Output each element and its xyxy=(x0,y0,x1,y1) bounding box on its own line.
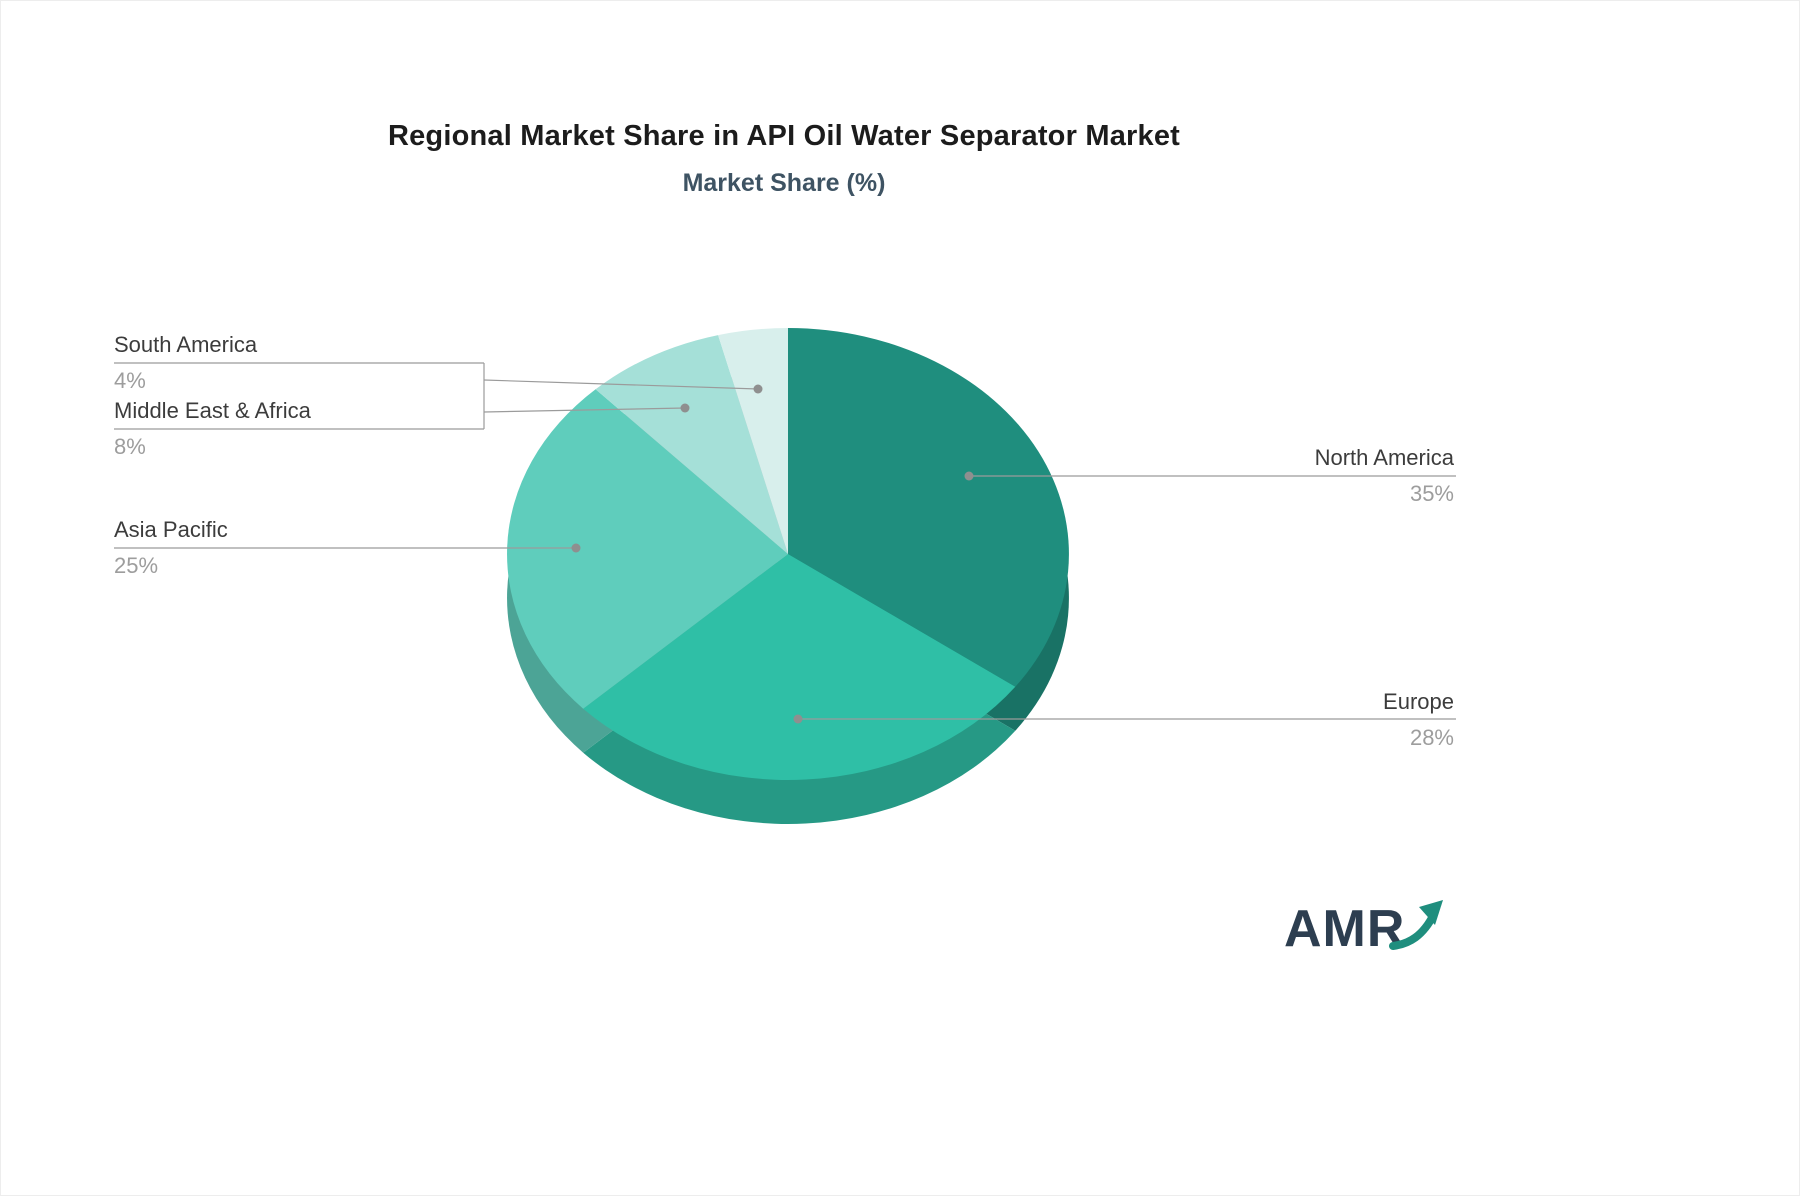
leader-dot-north-america xyxy=(964,471,974,481)
label-north-america: North America xyxy=(1314,445,1454,470)
amr-logo-text: AMR xyxy=(1284,900,1406,958)
value-north-america: 35% xyxy=(1409,481,1454,506)
chart-subtitle: Market Share (%) xyxy=(682,169,886,197)
leader-dots xyxy=(571,384,974,724)
value-south-america: 4% xyxy=(114,368,146,393)
label-south-america: South America xyxy=(114,332,258,357)
value-middle-east-africa: 8% xyxy=(114,434,146,459)
pie-slice-3 xyxy=(595,335,788,554)
leader-lines xyxy=(114,362,1456,720)
chart-title: Regional Market Share in API Oil Water S… xyxy=(387,120,1181,152)
label-middle-east-africa: Middle East & Africa xyxy=(114,398,311,423)
amr-logo: AMR xyxy=(1284,899,1447,959)
value-asia-pacific: 25% xyxy=(114,553,159,578)
amr-logo-arrow-icon xyxy=(1389,900,1444,950)
leader-dot-middle-east-africa xyxy=(680,403,690,413)
pie-slice-0 xyxy=(788,328,1069,687)
pie-slice-4 xyxy=(718,328,788,554)
label-europe: Europe xyxy=(1383,689,1454,714)
label-asia-pacific: Asia Pacific xyxy=(114,517,228,542)
value-europe: 28% xyxy=(1409,725,1454,750)
leader-dot-south-america xyxy=(753,384,763,394)
leader-line-middle-east-africa xyxy=(483,407,686,413)
leader-dot-asia-pacific xyxy=(571,543,581,553)
pie-slice-1 xyxy=(583,554,1016,780)
pie-slices xyxy=(507,328,1069,824)
pie-slice-2 xyxy=(507,389,788,709)
leader-dot-europe xyxy=(793,714,803,724)
leader-line-south-america xyxy=(483,379,759,390)
